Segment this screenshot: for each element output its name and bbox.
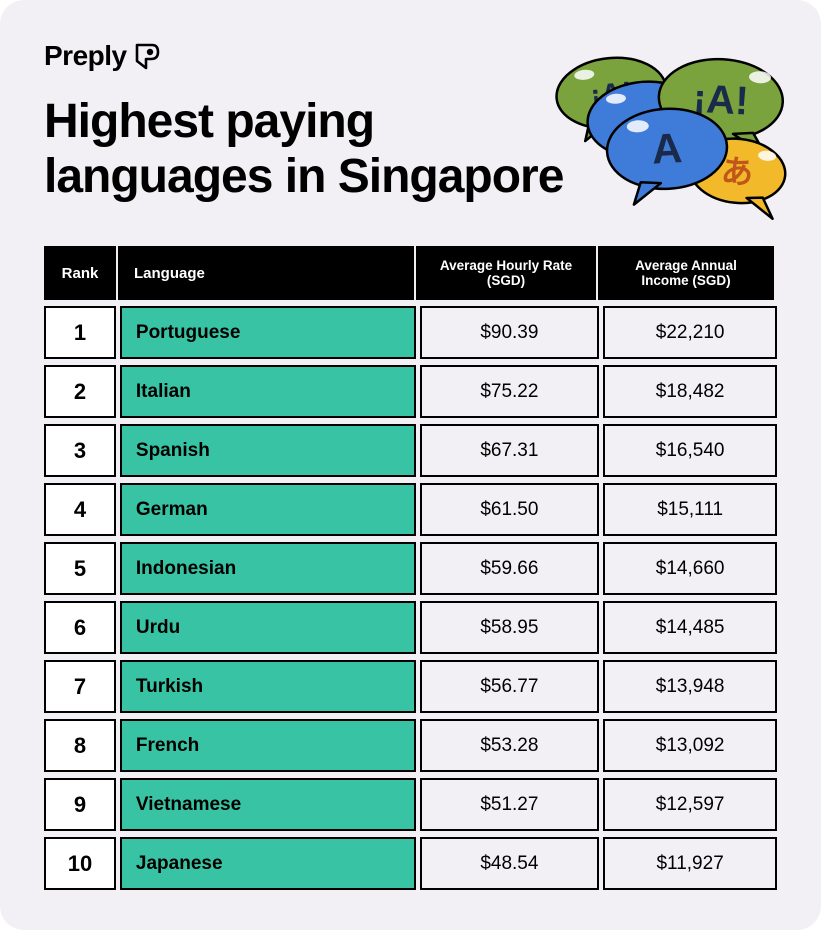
title-line-2: languages in Singapore bbox=[44, 150, 563, 203]
cell-rank: 6 bbox=[44, 601, 116, 654]
cell-rate: $53.28 bbox=[420, 719, 600, 772]
table-row: 6Urdu$58.95$14,485 bbox=[44, 601, 777, 654]
cell-rank: 5 bbox=[44, 542, 116, 595]
cell-language: Indonesian bbox=[120, 542, 416, 595]
cell-income: $22,210 bbox=[603, 306, 777, 359]
cell-income: $15,111 bbox=[603, 483, 777, 536]
cell-rate: $59.66 bbox=[420, 542, 600, 595]
table-row: 8French$53.28$13,092 bbox=[44, 719, 777, 772]
cell-language: French bbox=[120, 719, 416, 772]
table-row: 9Vietnamese$51.27$12,597 bbox=[44, 778, 777, 831]
table-row: 7Turkish$56.77$13,948 bbox=[44, 660, 777, 713]
language-table: Rank Language Average Hourly Rate (SGD) … bbox=[44, 246, 777, 890]
table-header: Rank Language Average Hourly Rate (SGD) … bbox=[44, 246, 777, 300]
cell-language: Spanish bbox=[120, 424, 416, 477]
header-income: Average Annual Income (SGD) bbox=[598, 246, 774, 300]
cell-income: $13,948 bbox=[603, 660, 777, 713]
cell-income: $14,485 bbox=[603, 601, 777, 654]
cell-income: $11,927 bbox=[603, 837, 777, 890]
brand-name: Preply bbox=[44, 40, 127, 72]
speech-bubbles-illustration: ¡A! ¡A! あ bbox=[543, 56, 793, 226]
cell-rate: $61.50 bbox=[420, 483, 600, 536]
table-body: 1Portuguese$90.39$22,2102Italian$75.22$1… bbox=[44, 306, 777, 890]
cell-rank: 9 bbox=[44, 778, 116, 831]
cell-language: Portuguese bbox=[120, 306, 416, 359]
cell-language: Vietnamese bbox=[120, 778, 416, 831]
cell-rank: 4 bbox=[44, 483, 116, 536]
cell-rate: $75.22 bbox=[420, 365, 600, 418]
header-rank: Rank bbox=[44, 246, 118, 300]
cell-income: $14,660 bbox=[603, 542, 777, 595]
table-row: 4German$61.50$15,111 bbox=[44, 483, 777, 536]
table-row: 10Japanese$48.54$11,927 bbox=[44, 837, 777, 890]
svg-text:A: A bbox=[651, 124, 684, 173]
cell-rank: 1 bbox=[44, 306, 116, 359]
cell-rank: 8 bbox=[44, 719, 116, 772]
table-row: 5Indonesian$59.66$14,660 bbox=[44, 542, 777, 595]
page-title: Highest paying languages in Singapore bbox=[44, 94, 584, 204]
cell-language: German bbox=[120, 483, 416, 536]
cell-language: Turkish bbox=[120, 660, 416, 713]
cell-rank: 7 bbox=[44, 660, 116, 713]
cell-language: Urdu bbox=[120, 601, 416, 654]
cell-income: $13,092 bbox=[603, 719, 777, 772]
cell-rank: 3 bbox=[44, 424, 116, 477]
title-line-1: Highest paying bbox=[44, 95, 374, 148]
cell-rate: $58.95 bbox=[420, 601, 600, 654]
cell-language: Japanese bbox=[120, 837, 416, 890]
cell-language: Italian bbox=[120, 365, 416, 418]
infographic-card: Preply Highest paying languages in Singa… bbox=[0, 0, 821, 930]
table-row: 3Spanish$67.31$16,540 bbox=[44, 424, 777, 477]
cell-rate: $51.27 bbox=[420, 778, 600, 831]
cell-income: $18,482 bbox=[603, 365, 777, 418]
cell-rank: 2 bbox=[44, 365, 116, 418]
table-row: 1Portuguese$90.39$22,210 bbox=[44, 306, 777, 359]
cell-rate: $48.54 bbox=[420, 837, 600, 890]
header-rate: Average Hourly Rate (SGD) bbox=[416, 246, 598, 300]
cell-income: $12,597 bbox=[603, 778, 777, 831]
cell-rate: $90.39 bbox=[420, 306, 600, 359]
cell-rank: 10 bbox=[44, 837, 116, 890]
cell-rate: $67.31 bbox=[420, 424, 600, 477]
table-row: 2Italian$75.22$18,482 bbox=[44, 365, 777, 418]
cell-rate: $56.77 bbox=[420, 660, 600, 713]
brand-mark-icon bbox=[133, 42, 161, 70]
header-language: Language bbox=[118, 246, 416, 300]
cell-income: $16,540 bbox=[603, 424, 777, 477]
